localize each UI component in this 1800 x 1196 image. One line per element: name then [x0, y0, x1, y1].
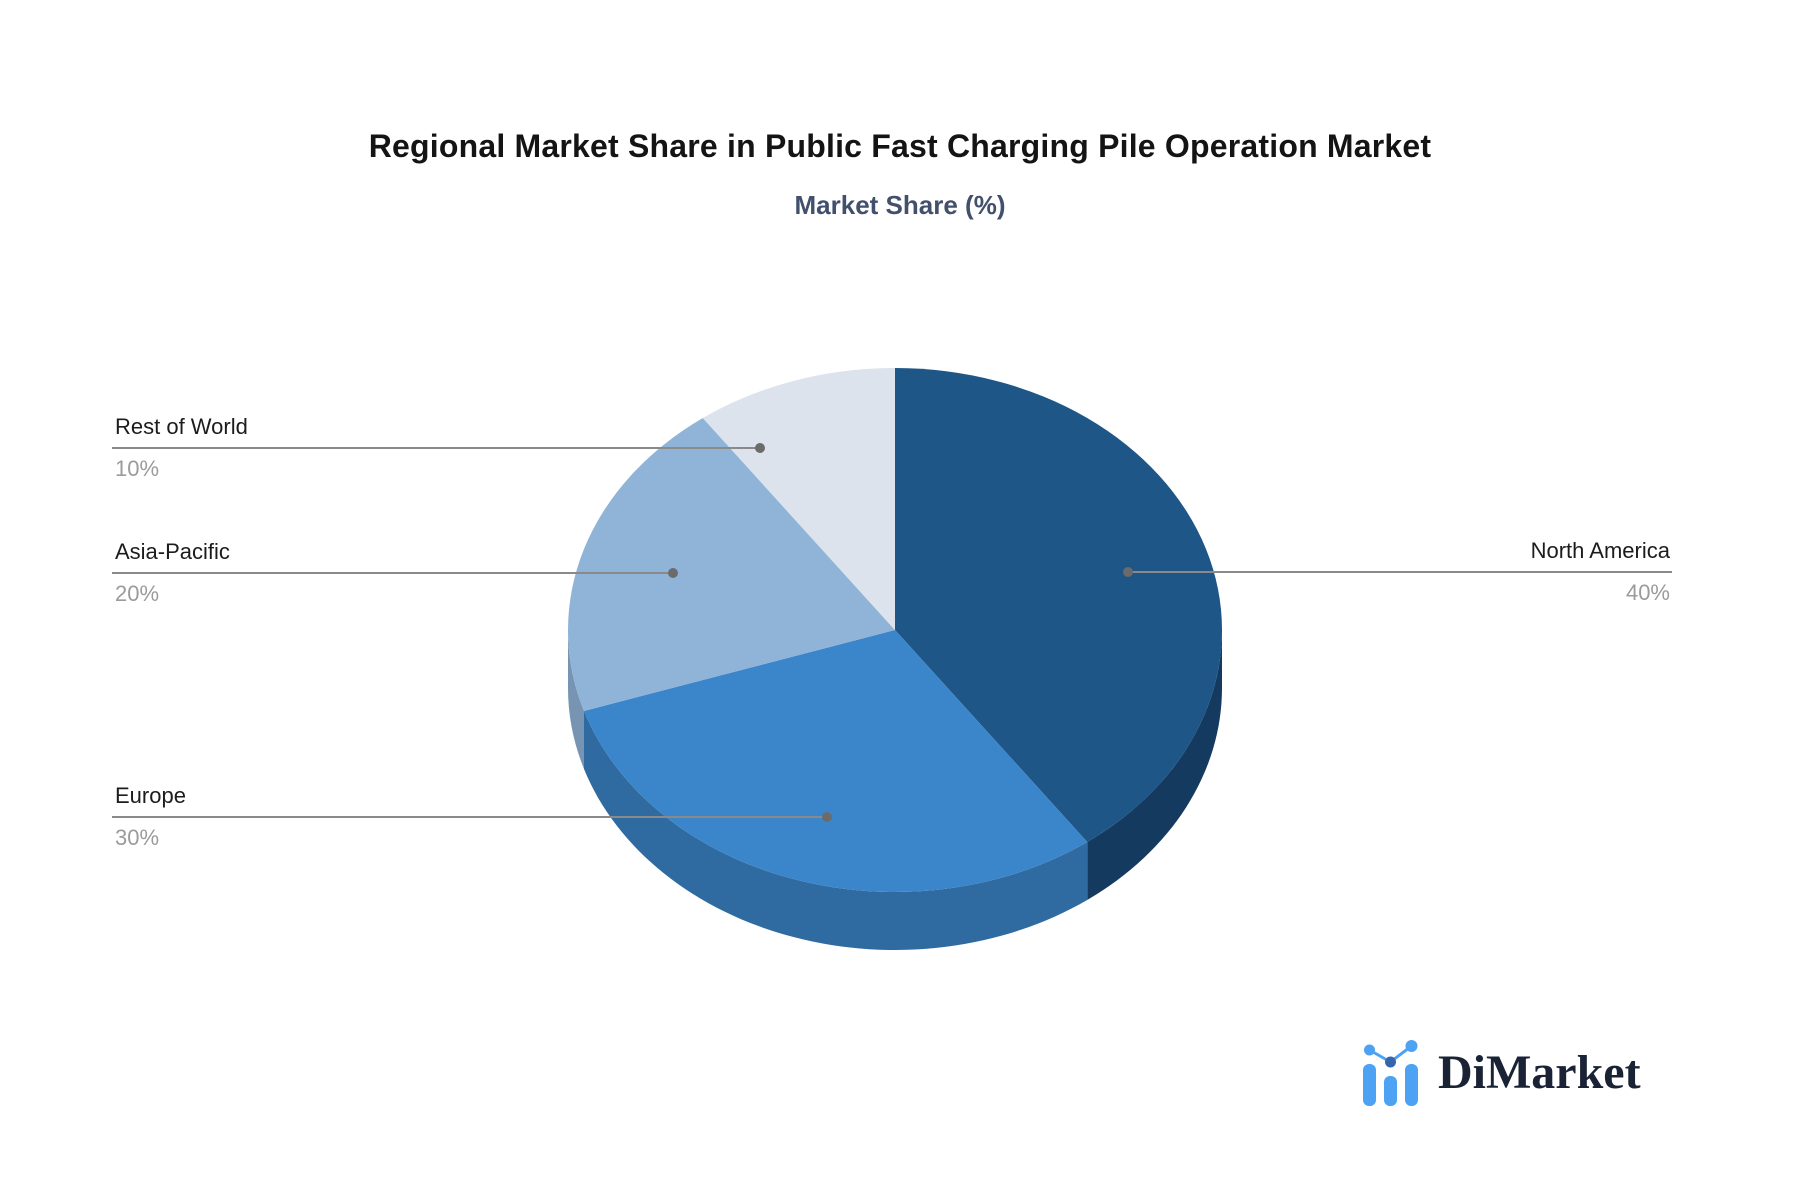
slice-value-text: 20% [115, 581, 160, 606]
leader-dot-europe [822, 812, 832, 822]
bar-line-chart-icon [1363, 1040, 1418, 1106]
leader-dot-asia-pacific [668, 568, 678, 578]
pie-slice-asia-pacific[interactable] [568, 418, 895, 711]
pie-slice-side-asia-pacific [568, 630, 585, 769]
pie-slice-side-europe [584, 710, 1088, 950]
slice-label-asia-pacific: Asia-Pacific 20% [115, 539, 230, 607]
slice-value-text: 30% [115, 825, 160, 850]
slice-value-text: 10% [115, 456, 160, 481]
leader-dot-rest-of-world [755, 443, 765, 453]
pie-slice-europe[interactable] [584, 630, 1088, 893]
chart-title: Regional Market Share in Public Fast Cha… [368, 128, 1432, 164]
slice-label-text: North America [1530, 538, 1670, 563]
slice-label-europe: Europe 30% [115, 783, 186, 851]
slice-label-text: Europe [115, 783, 186, 808]
pie-slice-rest-of-world[interactable] [702, 368, 895, 630]
pie-slice-north-america[interactable] [895, 368, 1223, 842]
brand-logo: DiMarket [1358, 1040, 1641, 1106]
slice-label-rest-of-world: Rest of World 10% [115, 414, 248, 482]
slice-label-text: Rest of World [115, 414, 248, 439]
slice-label-text: Asia-Pacific [115, 539, 230, 564]
slice-value-text: 40% [1625, 580, 1670, 605]
chart-subtitle: Market Share (%) [794, 190, 1006, 220]
slice-label-north-america: North America 40% [1531, 538, 1670, 606]
pie-slice-side-north-america [1087, 630, 1222, 900]
brand-name: DiMarket [1438, 1046, 1641, 1099]
leader-dot-north-america [1123, 567, 1133, 577]
